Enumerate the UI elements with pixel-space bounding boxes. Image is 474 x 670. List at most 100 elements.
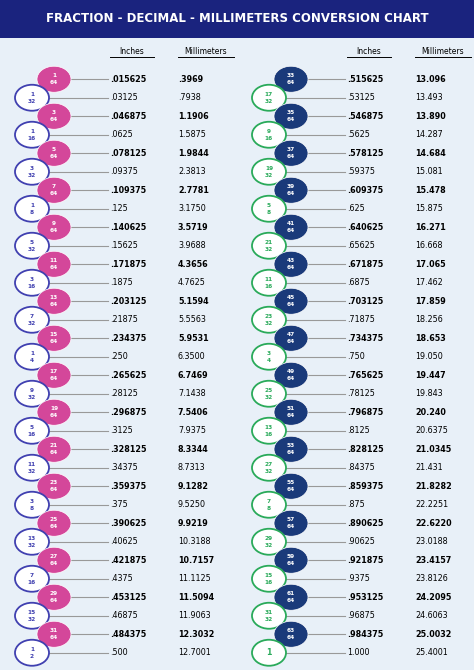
Text: 1: 1 — [52, 73, 56, 78]
Text: 32: 32 — [265, 543, 273, 548]
Text: 7: 7 — [267, 498, 271, 504]
Text: 61: 61 — [287, 591, 295, 596]
Text: 16: 16 — [265, 136, 273, 141]
Text: 17.065: 17.065 — [415, 260, 446, 269]
Text: .34375: .34375 — [110, 463, 138, 472]
Text: 21.431: 21.431 — [415, 463, 443, 472]
Text: 37: 37 — [287, 147, 295, 152]
Text: 19.050: 19.050 — [415, 352, 443, 361]
Text: .765625: .765625 — [347, 371, 383, 380]
Text: 64: 64 — [50, 191, 58, 196]
Text: 15: 15 — [265, 573, 273, 578]
Text: 25: 25 — [50, 517, 58, 522]
Ellipse shape — [274, 103, 308, 129]
Text: .6875: .6875 — [347, 278, 370, 287]
Ellipse shape — [15, 344, 49, 370]
Text: 13: 13 — [265, 425, 273, 429]
Text: 64: 64 — [287, 191, 295, 196]
Text: 9.1282: 9.1282 — [178, 482, 209, 490]
Ellipse shape — [252, 344, 286, 370]
Text: .5625: .5625 — [347, 130, 370, 139]
Text: 64: 64 — [287, 524, 295, 529]
Text: 29: 29 — [50, 591, 58, 596]
Text: 9: 9 — [52, 221, 56, 226]
Text: 16: 16 — [265, 580, 273, 585]
Text: .625: .625 — [347, 204, 365, 213]
Text: 57: 57 — [287, 517, 295, 522]
Text: 11.9063: 11.9063 — [178, 611, 210, 620]
Ellipse shape — [252, 122, 286, 148]
Text: 17: 17 — [265, 92, 273, 96]
Text: 17.462: 17.462 — [415, 278, 443, 287]
Text: 5: 5 — [52, 147, 56, 152]
Ellipse shape — [37, 178, 71, 203]
Text: 45: 45 — [287, 295, 295, 300]
Text: 19.447: 19.447 — [415, 371, 446, 380]
Text: 31: 31 — [50, 628, 58, 633]
Text: 10.7157: 10.7157 — [178, 555, 214, 565]
Text: 19: 19 — [50, 406, 58, 411]
Text: .796875: .796875 — [347, 408, 383, 417]
Text: 64: 64 — [50, 635, 58, 641]
Text: 4: 4 — [267, 358, 271, 362]
Text: .140625: .140625 — [110, 222, 146, 232]
Text: 43: 43 — [287, 258, 295, 263]
Text: 24.6063: 24.6063 — [415, 611, 447, 620]
Text: 64: 64 — [50, 598, 58, 603]
Text: 7: 7 — [30, 573, 34, 578]
Text: .750: .750 — [347, 352, 365, 361]
Ellipse shape — [15, 640, 49, 666]
Text: 9: 9 — [30, 388, 34, 393]
Text: .203125: .203125 — [110, 297, 146, 306]
Text: .046875: .046875 — [110, 112, 146, 121]
Text: .0625: .0625 — [110, 130, 133, 139]
Text: 55: 55 — [287, 480, 295, 485]
Ellipse shape — [252, 159, 286, 185]
Ellipse shape — [37, 621, 71, 647]
Text: .125: .125 — [110, 204, 128, 213]
Text: 3: 3 — [52, 111, 56, 115]
Text: 64: 64 — [287, 413, 295, 418]
Text: 23.8126: 23.8126 — [415, 574, 448, 584]
Text: 15.478: 15.478 — [415, 186, 446, 195]
Text: 3.5719: 3.5719 — [178, 222, 209, 232]
Text: .40625: .40625 — [110, 537, 138, 546]
Ellipse shape — [37, 511, 71, 536]
Text: 5: 5 — [30, 240, 34, 245]
Ellipse shape — [252, 84, 286, 111]
Text: 7.5406: 7.5406 — [178, 408, 209, 417]
Text: 32: 32 — [265, 469, 273, 474]
Text: .09375: .09375 — [110, 168, 138, 176]
Text: .953125: .953125 — [347, 593, 383, 602]
Text: 64: 64 — [287, 117, 295, 122]
Text: .65625: .65625 — [347, 241, 375, 251]
Text: 64: 64 — [50, 339, 58, 344]
Text: 9.9219: 9.9219 — [178, 519, 209, 528]
Text: .015625: .015625 — [110, 75, 146, 84]
Text: .109375: .109375 — [110, 186, 146, 195]
Text: 29: 29 — [265, 536, 273, 541]
Text: 11: 11 — [50, 258, 58, 263]
Text: 16: 16 — [28, 136, 36, 141]
Text: 16: 16 — [28, 580, 36, 585]
Text: 16: 16 — [265, 431, 273, 437]
Text: 3.9688: 3.9688 — [178, 241, 206, 251]
Text: .90625: .90625 — [347, 537, 375, 546]
Text: 1: 1 — [30, 351, 34, 356]
Text: 1.9844: 1.9844 — [178, 149, 209, 157]
Text: 18.653: 18.653 — [415, 334, 446, 343]
Text: .46875: .46875 — [110, 611, 138, 620]
Text: 2.7781: 2.7781 — [178, 186, 209, 195]
Text: 32: 32 — [28, 173, 36, 178]
Text: 4: 4 — [30, 358, 34, 362]
Ellipse shape — [15, 455, 49, 481]
Ellipse shape — [37, 103, 71, 129]
Text: 1.5875: 1.5875 — [178, 130, 206, 139]
Ellipse shape — [37, 140, 71, 166]
Text: .984375: .984375 — [347, 630, 383, 639]
Text: 32: 32 — [28, 543, 36, 548]
Text: .265625: .265625 — [110, 371, 146, 380]
Text: 7.1438: 7.1438 — [178, 389, 206, 398]
Text: 21.0345: 21.0345 — [415, 445, 451, 454]
Ellipse shape — [37, 547, 71, 574]
